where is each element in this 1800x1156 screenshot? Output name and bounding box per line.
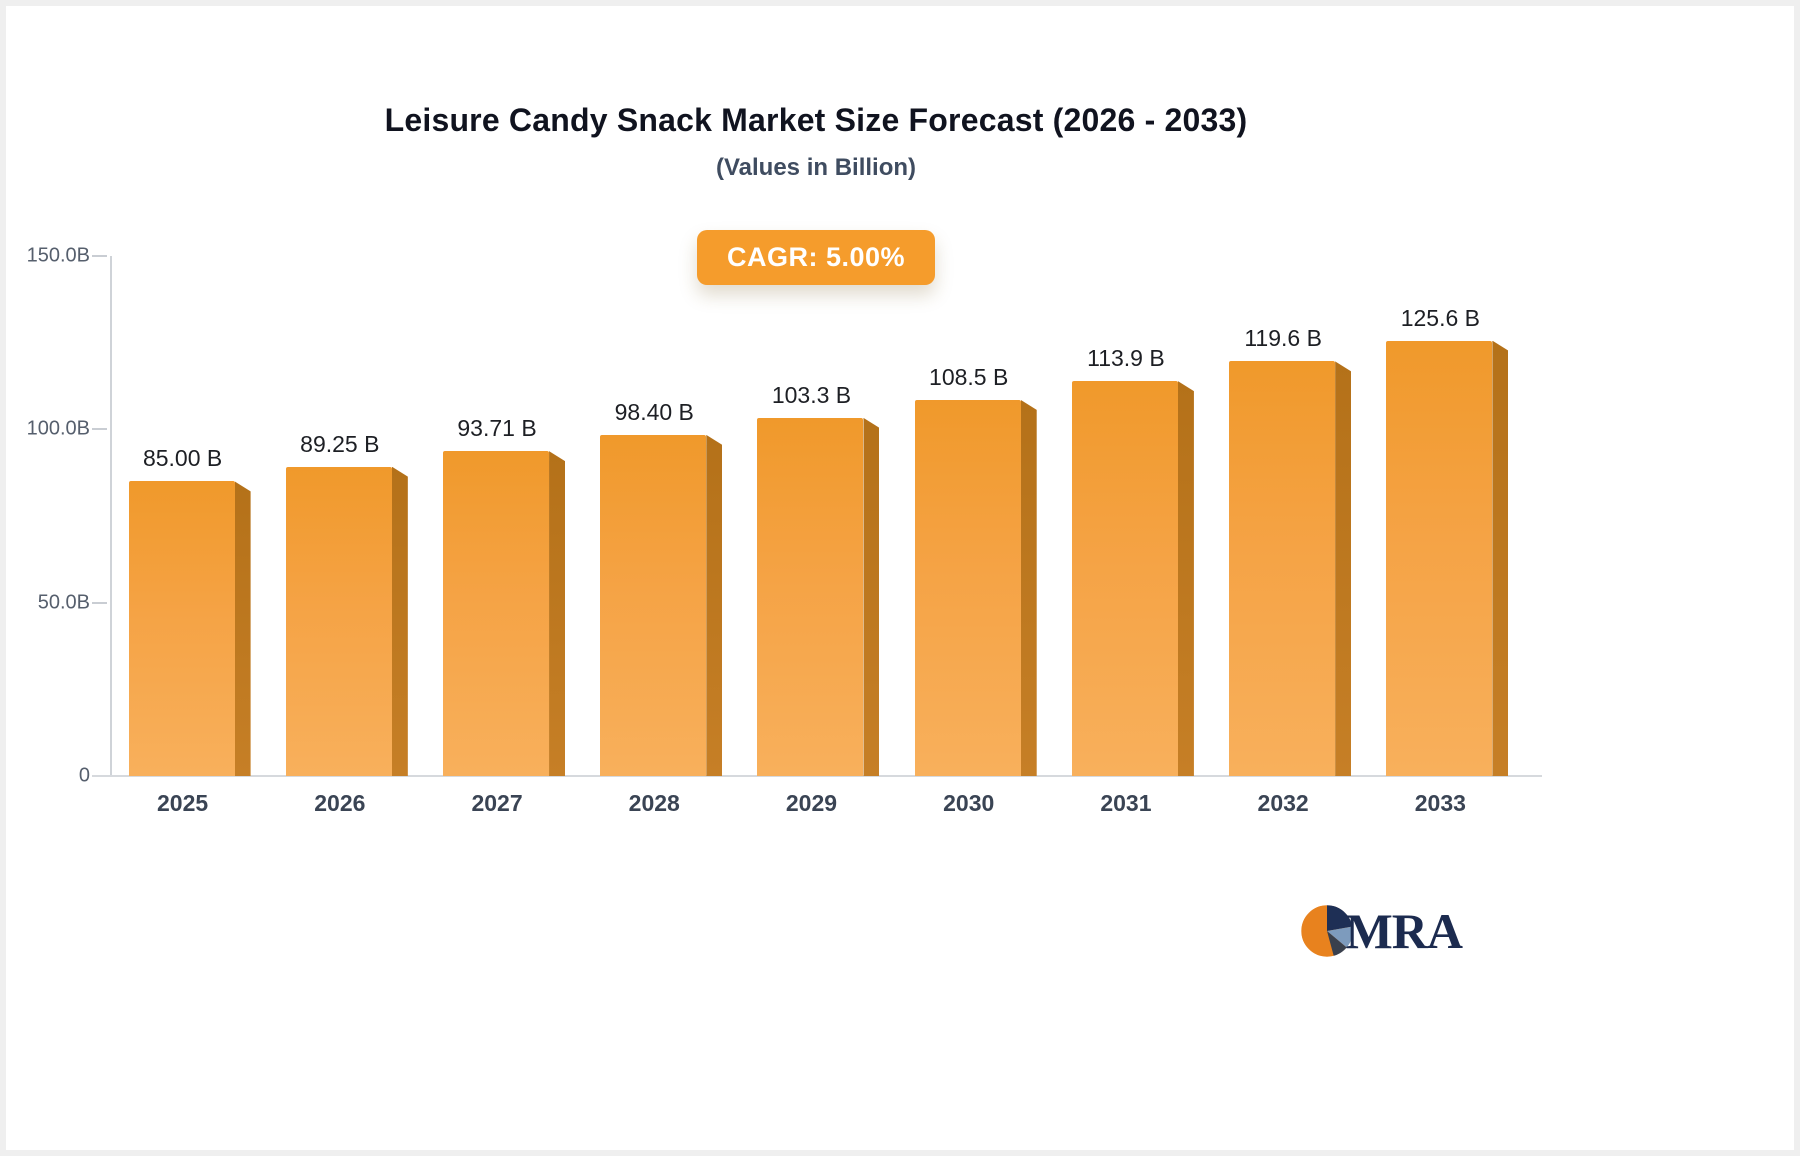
plot-area: 85.00 B 89.25 B 93.71 B 98.40 B 103.3 B 108.5… bbox=[111, 256, 1526, 776]
y-axis-line bbox=[110, 256, 112, 777]
x-axis-label-2026: 2026 bbox=[314, 790, 366, 816]
bar-side-face bbox=[391, 466, 408, 776]
bar-2026[interactable] bbox=[285, 466, 408, 776]
x-axis-label-2027: 2027 bbox=[471, 790, 523, 816]
bar-slot: 113.9 B bbox=[1054, 256, 1211, 776]
bar-front-face bbox=[285, 466, 392, 776]
x-axis-label-2031: 2031 bbox=[1100, 790, 1152, 816]
bar-value-label: 103.3 B bbox=[771, 381, 852, 408]
bar-front-face bbox=[1071, 381, 1178, 776]
bar-2032[interactable] bbox=[1229, 361, 1352, 776]
bar-2033[interactable] bbox=[1386, 340, 1509, 776]
bar-side-face bbox=[1177, 381, 1194, 776]
chart-subtitle: (Values in Billion) bbox=[715, 154, 917, 181]
bar-2028[interactable] bbox=[600, 434, 723, 776]
bar-side-face bbox=[863, 417, 880, 776]
bar-slot: 119.6 B bbox=[1212, 256, 1369, 776]
y-tick-mark bbox=[92, 255, 107, 257]
bar-slot: 103.3 B bbox=[740, 256, 897, 776]
x-axis-baseline bbox=[92, 775, 1542, 777]
bar-2027[interactable] bbox=[443, 451, 566, 776]
bar-side-face bbox=[1492, 340, 1509, 776]
y-tick-mark bbox=[92, 428, 107, 431]
logo-pie-icon bbox=[1300, 904, 1353, 958]
bar-front-face bbox=[128, 481, 235, 776]
bar-2030[interactable] bbox=[914, 399, 1037, 776]
y-tick-label: 0 bbox=[78, 764, 90, 787]
bar-value-label: 98.40 B bbox=[614, 398, 694, 425]
bar-2029[interactable] bbox=[757, 417, 880, 776]
bar-value-label: 85.00 B bbox=[142, 445, 223, 472]
chart-column: Leisure Candy Snack Market Size Forecast… bbox=[6, 6, 1626, 1150]
cagr-badge: CAGR: 5.00% bbox=[696, 230, 936, 285]
bar-value-label: 119.6 B bbox=[1244, 325, 1322, 352]
bar-slot: 89.25 B bbox=[268, 256, 425, 776]
bar-value-label: 93.71 B bbox=[457, 415, 537, 442]
bar-front-face bbox=[1386, 340, 1493, 776]
x-axis-row: 2025 2026 2027 2028 2029 2030 2031 2032 2033 bbox=[111, 790, 1526, 817]
y-tick-label: 150.0B bbox=[26, 244, 90, 267]
bar-front-face bbox=[1229, 361, 1336, 776]
bar-side-face bbox=[549, 451, 566, 776]
bar-side-face bbox=[706, 434, 723, 776]
bar-slot: 85.00 B bbox=[111, 256, 268, 776]
bar-front-face bbox=[443, 451, 550, 776]
x-axis-label-2032: 2032 bbox=[1257, 790, 1309, 816]
bar-slot: 108.5 B bbox=[897, 256, 1054, 776]
cagr-badge-wrap: CAGR: 5.00% bbox=[6, 230, 1626, 285]
bar-value-label: 108.5 B bbox=[929, 363, 1009, 390]
y-tick-label: 100.0B bbox=[26, 417, 90, 440]
y-axis: 150.0B 100.0B 50.0B 0 bbox=[6, 245, 110, 787]
x-axis-label-2025: 2025 bbox=[157, 790, 209, 816]
bar-front-face bbox=[600, 434, 707, 776]
bar-value-label: 125.6 B bbox=[1400, 304, 1480, 331]
x-axis-label-2033: 2033 bbox=[1414, 790, 1466, 816]
x-axis-label-2030: 2030 bbox=[943, 790, 995, 816]
y-tick-label: 50.0B bbox=[37, 591, 90, 614]
bar-2025[interactable] bbox=[128, 481, 251, 776]
bar-value-label: 113.9 B bbox=[1087, 345, 1165, 372]
chart-title: Leisure Candy Snack Market Size Forecast… bbox=[384, 102, 1248, 138]
x-axis-label-2029: 2029 bbox=[785, 790, 838, 816]
bar-value-label: 89.25 B bbox=[300, 430, 380, 457]
bar-slot: 98.40 B bbox=[583, 256, 740, 776]
bar-slot: 125.6 B bbox=[1369, 256, 1526, 776]
bar-slot: 93.71 B bbox=[425, 256, 582, 776]
bar-side-face bbox=[1335, 361, 1352, 776]
bar-2031[interactable] bbox=[1071, 381, 1194, 776]
bar-side-face bbox=[234, 481, 251, 776]
bar-front-face bbox=[757, 417, 864, 776]
brand-logo: MRA bbox=[1300, 902, 1463, 960]
y-tick-mark bbox=[92, 601, 107, 604]
bars-row: 85.00 B 89.25 B 93.71 B 98.40 B 103.3 B 108.5… bbox=[111, 256, 1526, 776]
bar-side-face bbox=[1020, 399, 1037, 776]
x-axis-label-2028: 2028 bbox=[628, 790, 680, 816]
logo-text: MRA bbox=[1345, 903, 1463, 959]
bar-front-face bbox=[914, 399, 1021, 776]
